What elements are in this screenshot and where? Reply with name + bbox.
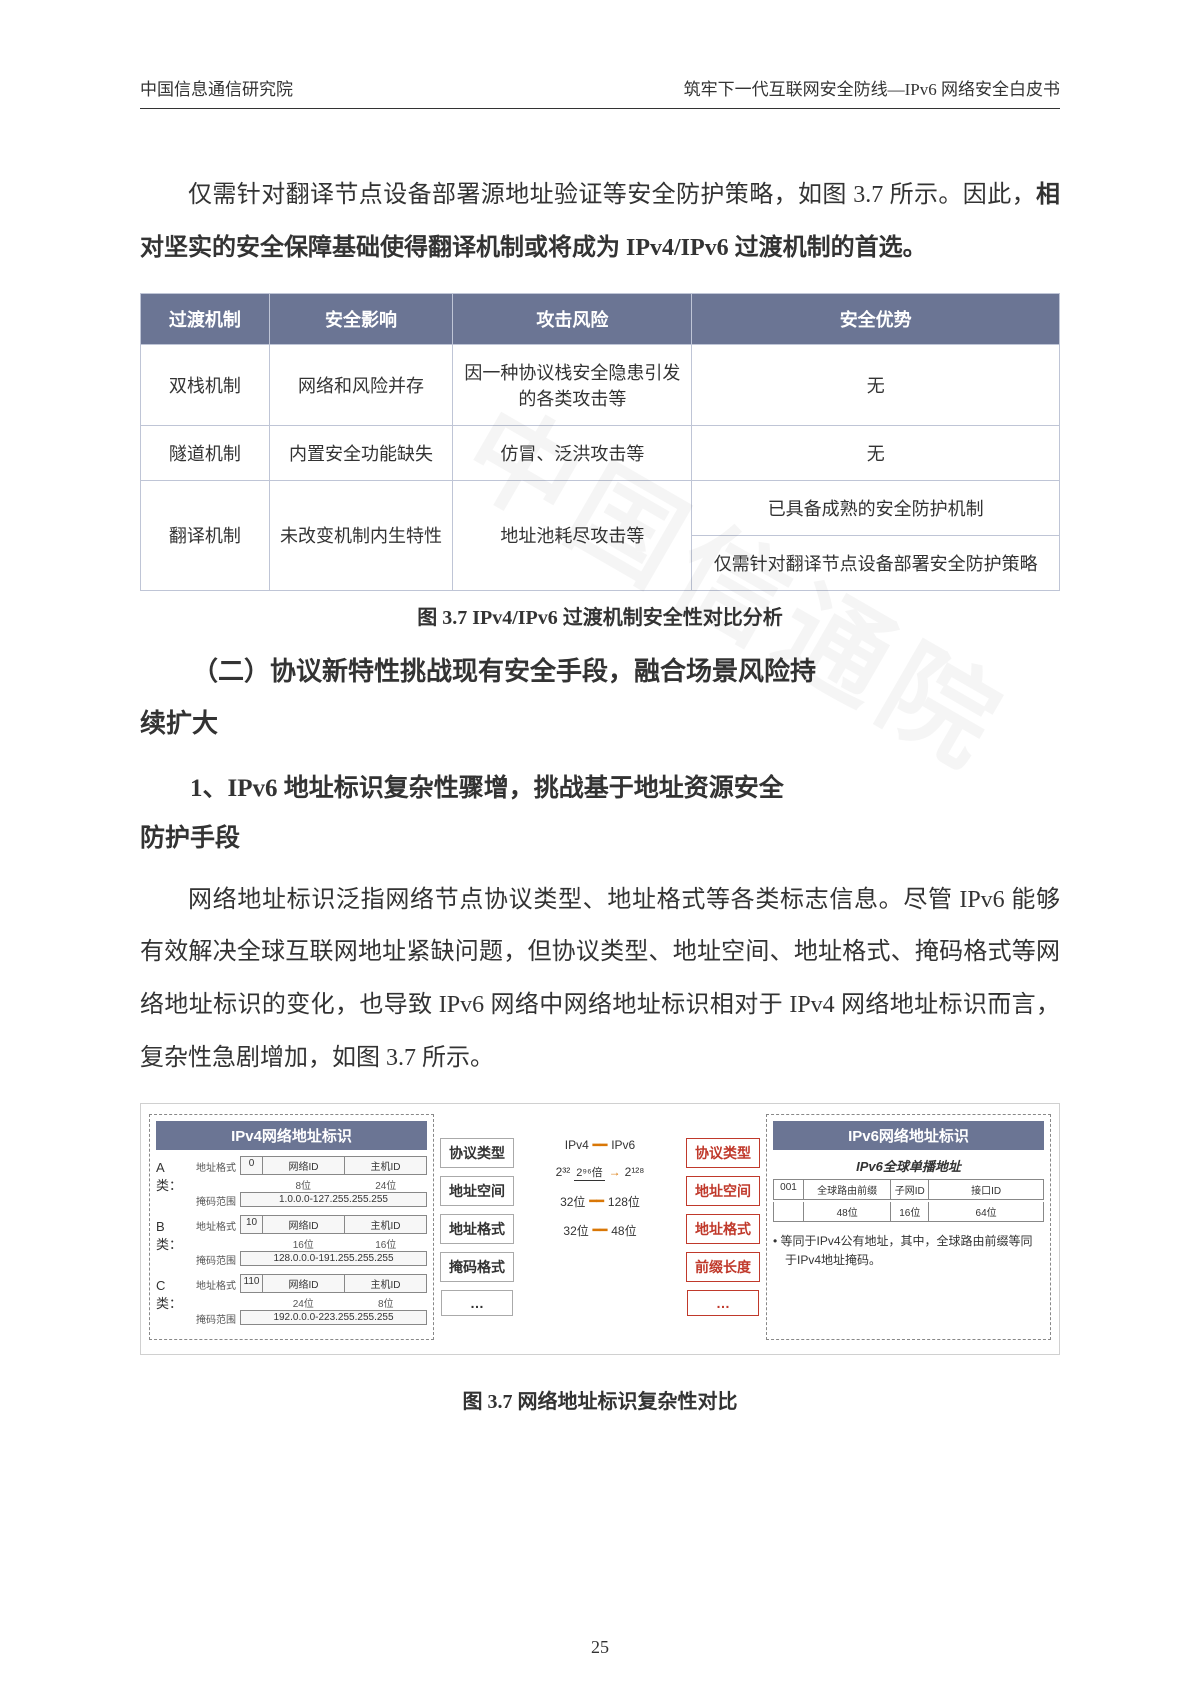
ipv6-note: 等同于IPv4公有地址，其中，全球路由前缀等同于IPv4地址掩码。 — [773, 1232, 1044, 1270]
fmt-label: 地址格式 — [196, 1218, 236, 1233]
cell: 无 — [692, 425, 1060, 480]
mid-center: IPv4 ━━ IPv6 2³²2⁹⁶倍→2¹²⁸ 32位 ━━ 128位 32位 ━… — [520, 1138, 680, 1239]
bitbar: 110 网络ID 主机ID — [240, 1274, 427, 1293]
h3-line1: 1、IPv6 地址标识复杂性骤增，挑战基于地址资源安全 — [140, 764, 1060, 814]
header-right: 筑牢下一代互联网安全防线—IPv6 网络安全白皮书 — [684, 75, 1060, 100]
table-row: 隧道机制 内置安全功能缺失 仿冒、泛洪攻击等 无 — [141, 425, 1060, 480]
bit: 子网ID — [891, 1180, 929, 1199]
cell: 双栈机制 — [141, 344, 270, 425]
cell: 未改变机制内生特性 — [269, 480, 453, 590]
th-risk: 攻击风险 — [453, 293, 692, 344]
cell: 内置安全功能缺失 — [269, 425, 453, 480]
cell: 地址池耗尽攻击等 — [453, 480, 692, 590]
ipv6-bits-widths: 48位 16位 64位 — [773, 1202, 1044, 1222]
mid-tag-left: 地址空间 — [440, 1176, 514, 1206]
mid-tag-right: … — [687, 1290, 759, 1316]
class-label: B类： — [156, 1215, 190, 1253]
mid-right-tags: 协议类型地址空间地址格式前缀长度 … — [686, 1138, 760, 1316]
figure2-caption: 图 3.7 网络地址标识复杂性对比 — [140, 1385, 1060, 1414]
mid-center-row: 32位 ━━ 128位 — [560, 1193, 640, 1210]
mid-tag-left: … — [441, 1290, 513, 1316]
class-label: A类： — [156, 1156, 190, 1194]
h2-line1: （二）协议新特性挑战现有安全手段，融合场景风险持 — [140, 646, 1060, 698]
th-impact: 安全影响 — [269, 293, 453, 344]
range-label: 掩码范围 — [196, 1252, 236, 1267]
intro-plain: 仅需针对翻译节点设备部署源地址验证等安全防护策略，如图 3.7 所示。因此， — [188, 182, 1036, 208]
h2-line2: 续扩大 — [140, 698, 1060, 750]
h3-line2: 防护手段 — [140, 814, 1060, 864]
mid-tag-right: 地址格式 — [686, 1214, 760, 1244]
page-header: 中国信息通信研究院 筑牢下一代互联网安全防线—IPv6 网络安全白皮书 — [140, 75, 1060, 109]
bitbar: 0 网络ID 主机ID — [240, 1156, 427, 1175]
cell: 已具备成熟的安全防护机制 — [692, 480, 1060, 535]
table1-caption: 图 3.7 IPv4/IPv6 过渡机制安全性对比分析 — [140, 601, 1060, 630]
mid-tag-left: 协议类型 — [440, 1138, 514, 1168]
ipv6-panel-title: IPv6网络地址标识 — [773, 1121, 1044, 1150]
range-value: 1.0.0.0-127.255.255.255 — [240, 1192, 427, 1207]
header-left: 中国信息通信研究院 — [140, 75, 293, 100]
middle-panel: 协议类型地址空间地址格式掩码格式 … IPv4 ━━ IPv6 2³²2⁹⁶倍→2¹… — [440, 1114, 760, 1340]
ipv4-panel-title: IPv4网络地址标识 — [156, 1121, 427, 1150]
ipv4-panel: IPv4网络地址标识 A类： 地址格式 0 网络ID 主机ID 地址格式 8位 … — [149, 1114, 434, 1340]
ipv6-panel-subtitle: IPv6全球单播地址 — [773, 1156, 1044, 1175]
intro-paragraph: 仅需针对翻译节点设备部署源地址验证等安全防护策略，如图 3.7 所示。因此，相对… — [140, 169, 1060, 275]
page-container: 中国信息通信研究院 筑牢下一代互联网安全防线—IPv6 网络安全白皮书 仅需针对… — [0, 0, 1200, 1470]
range-label: 掩码范围 — [196, 1311, 236, 1326]
ipv4-class-row: B类： 地址格式 10 网络ID 主机ID 地址格式 16位 16位 掩码范围 — [156, 1215, 427, 1268]
th-mechanism: 过渡机制 — [141, 293, 270, 344]
mid-tag-left: 掩码格式 — [440, 1252, 514, 1282]
cell: 仿冒、泛洪攻击等 — [453, 425, 692, 480]
bit: 接口ID — [929, 1180, 1043, 1199]
bit — [774, 1202, 804, 1221]
page-number: 25 — [0, 1637, 1200, 1658]
section-heading-2: （二）协议新特性挑战现有安全手段，融合场景风险持 续扩大 — [140, 646, 1060, 750]
bit: 001 — [774, 1180, 804, 1199]
mid-tag-right: 协议类型 — [686, 1138, 760, 1168]
cell: 仅需针对翻译节点设备部署安全防护策略 — [692, 535, 1060, 590]
cell: 隧道机制 — [141, 425, 270, 480]
bit: 48位 — [804, 1202, 891, 1221]
transition-table: 过渡机制 安全影响 攻击风险 安全优势 双栈机制 网络和风险并存 因一种协议栈安… — [140, 293, 1060, 591]
ipv4-class-row: C类： 地址格式 110 网络ID 主机ID 地址格式 24位 8位 掩码范围 — [156, 1274, 427, 1327]
mid-center-row: 2³²2⁹⁶倍→2¹²⁸ — [556, 1164, 645, 1181]
table-row: 双栈机制 网络和风险并存 因一种协议栈安全隐患引发的各类攻击等 无 — [141, 344, 1060, 425]
section-heading-3: 1、IPv6 地址标识复杂性骤增，挑战基于地址资源安全 防护手段 — [140, 764, 1060, 864]
mid-tag-left: 地址格式 — [440, 1214, 514, 1244]
bitbar: 10 网络ID 主机ID — [240, 1215, 427, 1234]
fmt-label: 地址格式 — [196, 1277, 236, 1292]
range-label: 掩码范围 — [196, 1193, 236, 1208]
fmt-label: 地址格式 — [196, 1159, 236, 1174]
th-advantage: 安全优势 — [692, 293, 1060, 344]
mid-center-row: 32位 ━━ 48位 — [563, 1222, 636, 1239]
range-value: 192.0.0.0-223.255.255.255 — [240, 1310, 427, 1325]
mid-tag-right: 地址空间 — [686, 1176, 760, 1206]
class-label: C类： — [156, 1274, 190, 1312]
mid-center-row: IPv4 ━━ IPv6 — [565, 1138, 635, 1152]
cell: 因一种协议栈安全隐患引发的各类攻击等 — [453, 344, 692, 425]
mid-tag-right: 前缀长度 — [686, 1252, 760, 1282]
body-paragraph-2: 网络地址标识泛指网络节点协议类型、地址格式等各类标志信息。尽管 IPv6 能够有… — [140, 874, 1060, 1085]
ipv6-panel: IPv6网络地址标识 IPv6全球单播地址 001 全球路由前缀 子网ID 接口… — [766, 1114, 1051, 1340]
ipv6-bits-header: 001 全球路由前缀 子网ID 接口ID — [773, 1179, 1044, 1200]
bit: 16位 — [891, 1202, 929, 1221]
cell: 无 — [692, 344, 1060, 425]
cell: 翻译机制 — [141, 480, 270, 590]
mid-left-tags: 协议类型地址空间地址格式掩码格式 … — [440, 1138, 514, 1316]
bit: 64位 — [929, 1202, 1043, 1221]
ipv4-class-row: A类： 地址格式 0 网络ID 主机ID 地址格式 8位 24位 掩码范围 — [156, 1156, 427, 1209]
cell: 网络和风险并存 — [269, 344, 453, 425]
address-comparison-figure: IPv4网络地址标识 A类： 地址格式 0 网络ID 主机ID 地址格式 8位 … — [140, 1103, 1060, 1355]
bit: 全球路由前缀 — [804, 1180, 891, 1199]
range-value: 128.0.0.0-191.255.255.255 — [240, 1251, 427, 1266]
table-row: 翻译机制 未改变机制内生特性 地址池耗尽攻击等 已具备成熟的安全防护机制 — [141, 480, 1060, 535]
